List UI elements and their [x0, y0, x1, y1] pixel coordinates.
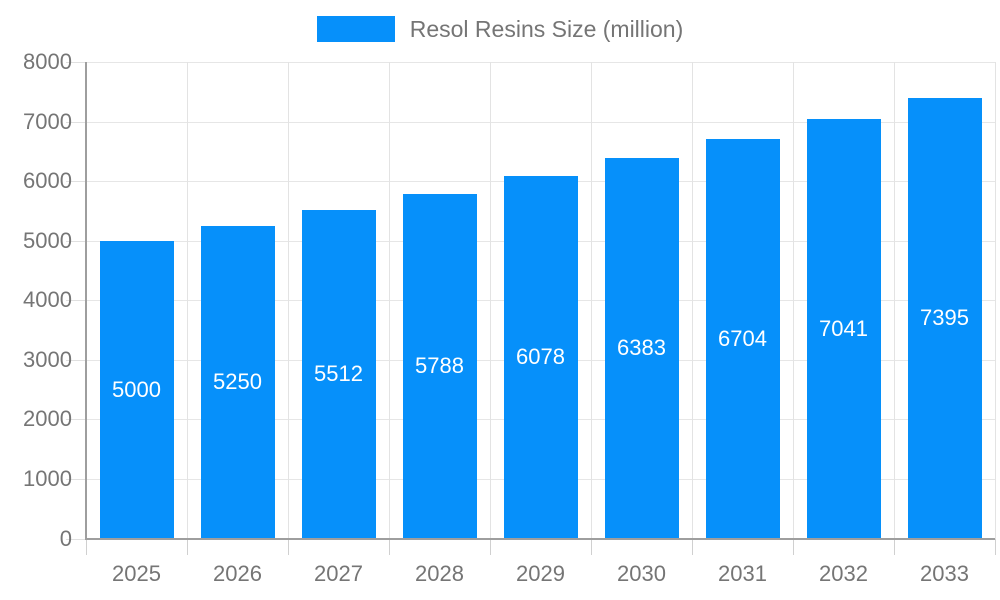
y-tick-label-0: 0: [59, 525, 72, 551]
legend-label: Resol Resins Size (million): [409, 16, 684, 42]
x-tick-boundary-4: [490, 538, 491, 555]
bar-2030[interactable]: [604, 158, 679, 539]
x-tick-boundary-0: [86, 538, 87, 555]
y-tick-label-5000: 5000: [23, 227, 72, 253]
y-tick-4000: [66, 300, 86, 302]
x-tick-boundary-7: [793, 538, 794, 555]
gridline-x-boundary-4: [490, 62, 491, 539]
y-tick-1000: [66, 478, 86, 480]
y-tick-label-7000: 7000: [23, 108, 72, 134]
bar-2029[interactable]: [503, 176, 578, 539]
bar-2025[interactable]: [99, 240, 174, 539]
x-tick-boundary-8: [894, 538, 895, 555]
y-tick-label-3000: 3000: [23, 346, 72, 372]
y-tick-8000: [66, 62, 86, 63]
gridline-x-boundary-2: [288, 62, 289, 539]
y-tick-2000: [66, 419, 86, 421]
bar-2026[interactable]: [200, 225, 275, 539]
gridline-x-boundary-9: [995, 62, 996, 539]
x-tick-label-2025: 2025: [112, 561, 161, 586]
gridline-x-boundary-7: [793, 62, 794, 539]
y-tick-label-1000: 1000: [23, 465, 72, 491]
y-tick-0: [66, 538, 86, 540]
x-tick-boundary-3: [389, 538, 390, 555]
x-tick-label-2032: 2032: [819, 561, 868, 586]
gridline-x-boundary-6: [692, 62, 693, 539]
x-tick-boundary-1: [187, 538, 188, 555]
bar-2033[interactable]: [907, 98, 982, 539]
x-tick-label-2030: 2030: [617, 561, 666, 586]
x-tick-label-2031: 2031: [718, 561, 767, 586]
gridline-x-boundary-1: [187, 62, 188, 539]
x-tick-boundary-6: [692, 538, 693, 555]
y-tick-5000: [66, 240, 86, 242]
x-tick-boundary-5: [591, 538, 592, 555]
bar-2031[interactable]: [705, 139, 780, 539]
gridline-x-boundary-8: [894, 62, 895, 539]
y-tick-6000: [66, 181, 86, 183]
y-tick-3000: [66, 359, 86, 361]
x-tick-boundary-9: [995, 538, 996, 555]
gridline-y-8000: [86, 62, 995, 63]
y-tick-7000: [66, 121, 86, 123]
gridline-x-boundary-3: [389, 62, 390, 539]
x-axis-line: [85, 538, 995, 540]
bar-2028[interactable]: [402, 193, 477, 539]
y-tick-label-6000: 6000: [23, 168, 72, 194]
gridline-y-7000: [86, 121, 995, 123]
legend-item[interactable]: Resol Resins Size (million): [0, 13, 1000, 45]
bar-2032[interactable]: [806, 119, 881, 539]
x-tick-label-2028: 2028: [415, 561, 464, 586]
x-tick-label-2033: 2033: [920, 561, 969, 586]
y-tick-label-4000: 4000: [23, 287, 72, 313]
x-tick-label-2026: 2026: [213, 561, 262, 586]
legend-swatch: [316, 16, 395, 42]
y-tick-label-2000: 2000: [23, 406, 72, 432]
x-tick-boundary-2: [288, 538, 289, 555]
bar-2027[interactable]: [301, 210, 376, 539]
x-tick-label-2027: 2027: [314, 561, 363, 586]
y-axis-line: [85, 62, 87, 539]
x-tick-label-2029: 2029: [516, 561, 565, 586]
gridline-x-boundary-5: [591, 62, 592, 539]
y-tick-label-8000: 8000: [23, 49, 72, 74]
